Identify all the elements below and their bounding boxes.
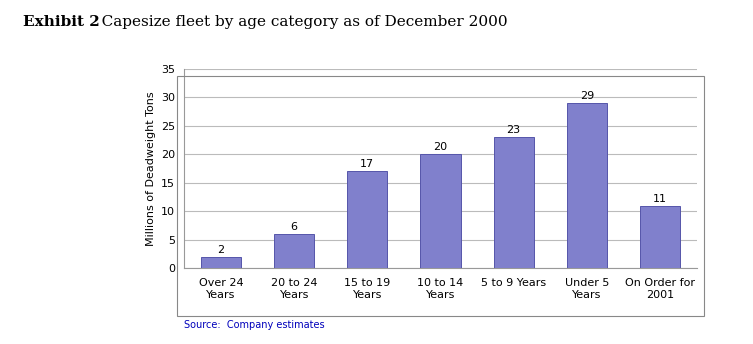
Bar	[567, 103, 607, 268]
Text: Capesize fleet by age category as of December 2000: Capesize fleet by age category as of Dec…	[87, 15, 508, 30]
Text: 23: 23	[507, 125, 521, 135]
Bar	[420, 154, 461, 268]
Text: 6: 6	[291, 222, 297, 232]
Text: 17: 17	[360, 159, 374, 169]
Text: 20: 20	[434, 142, 447, 152]
Bar	[493, 137, 534, 268]
Text: 11: 11	[653, 194, 667, 204]
Text: Source:  Company estimates: Source: Company estimates	[184, 320, 325, 330]
Y-axis label: Millions of Deadweight Tons: Millions of Deadweight Tons	[147, 91, 157, 246]
Bar	[201, 257, 241, 268]
Text: 2: 2	[218, 245, 224, 255]
Text: 29: 29	[580, 91, 594, 101]
Bar	[347, 171, 388, 268]
Text: Exhibit 2: Exhibit 2	[23, 15, 99, 30]
Bar	[274, 234, 314, 268]
Bar	[640, 206, 680, 268]
